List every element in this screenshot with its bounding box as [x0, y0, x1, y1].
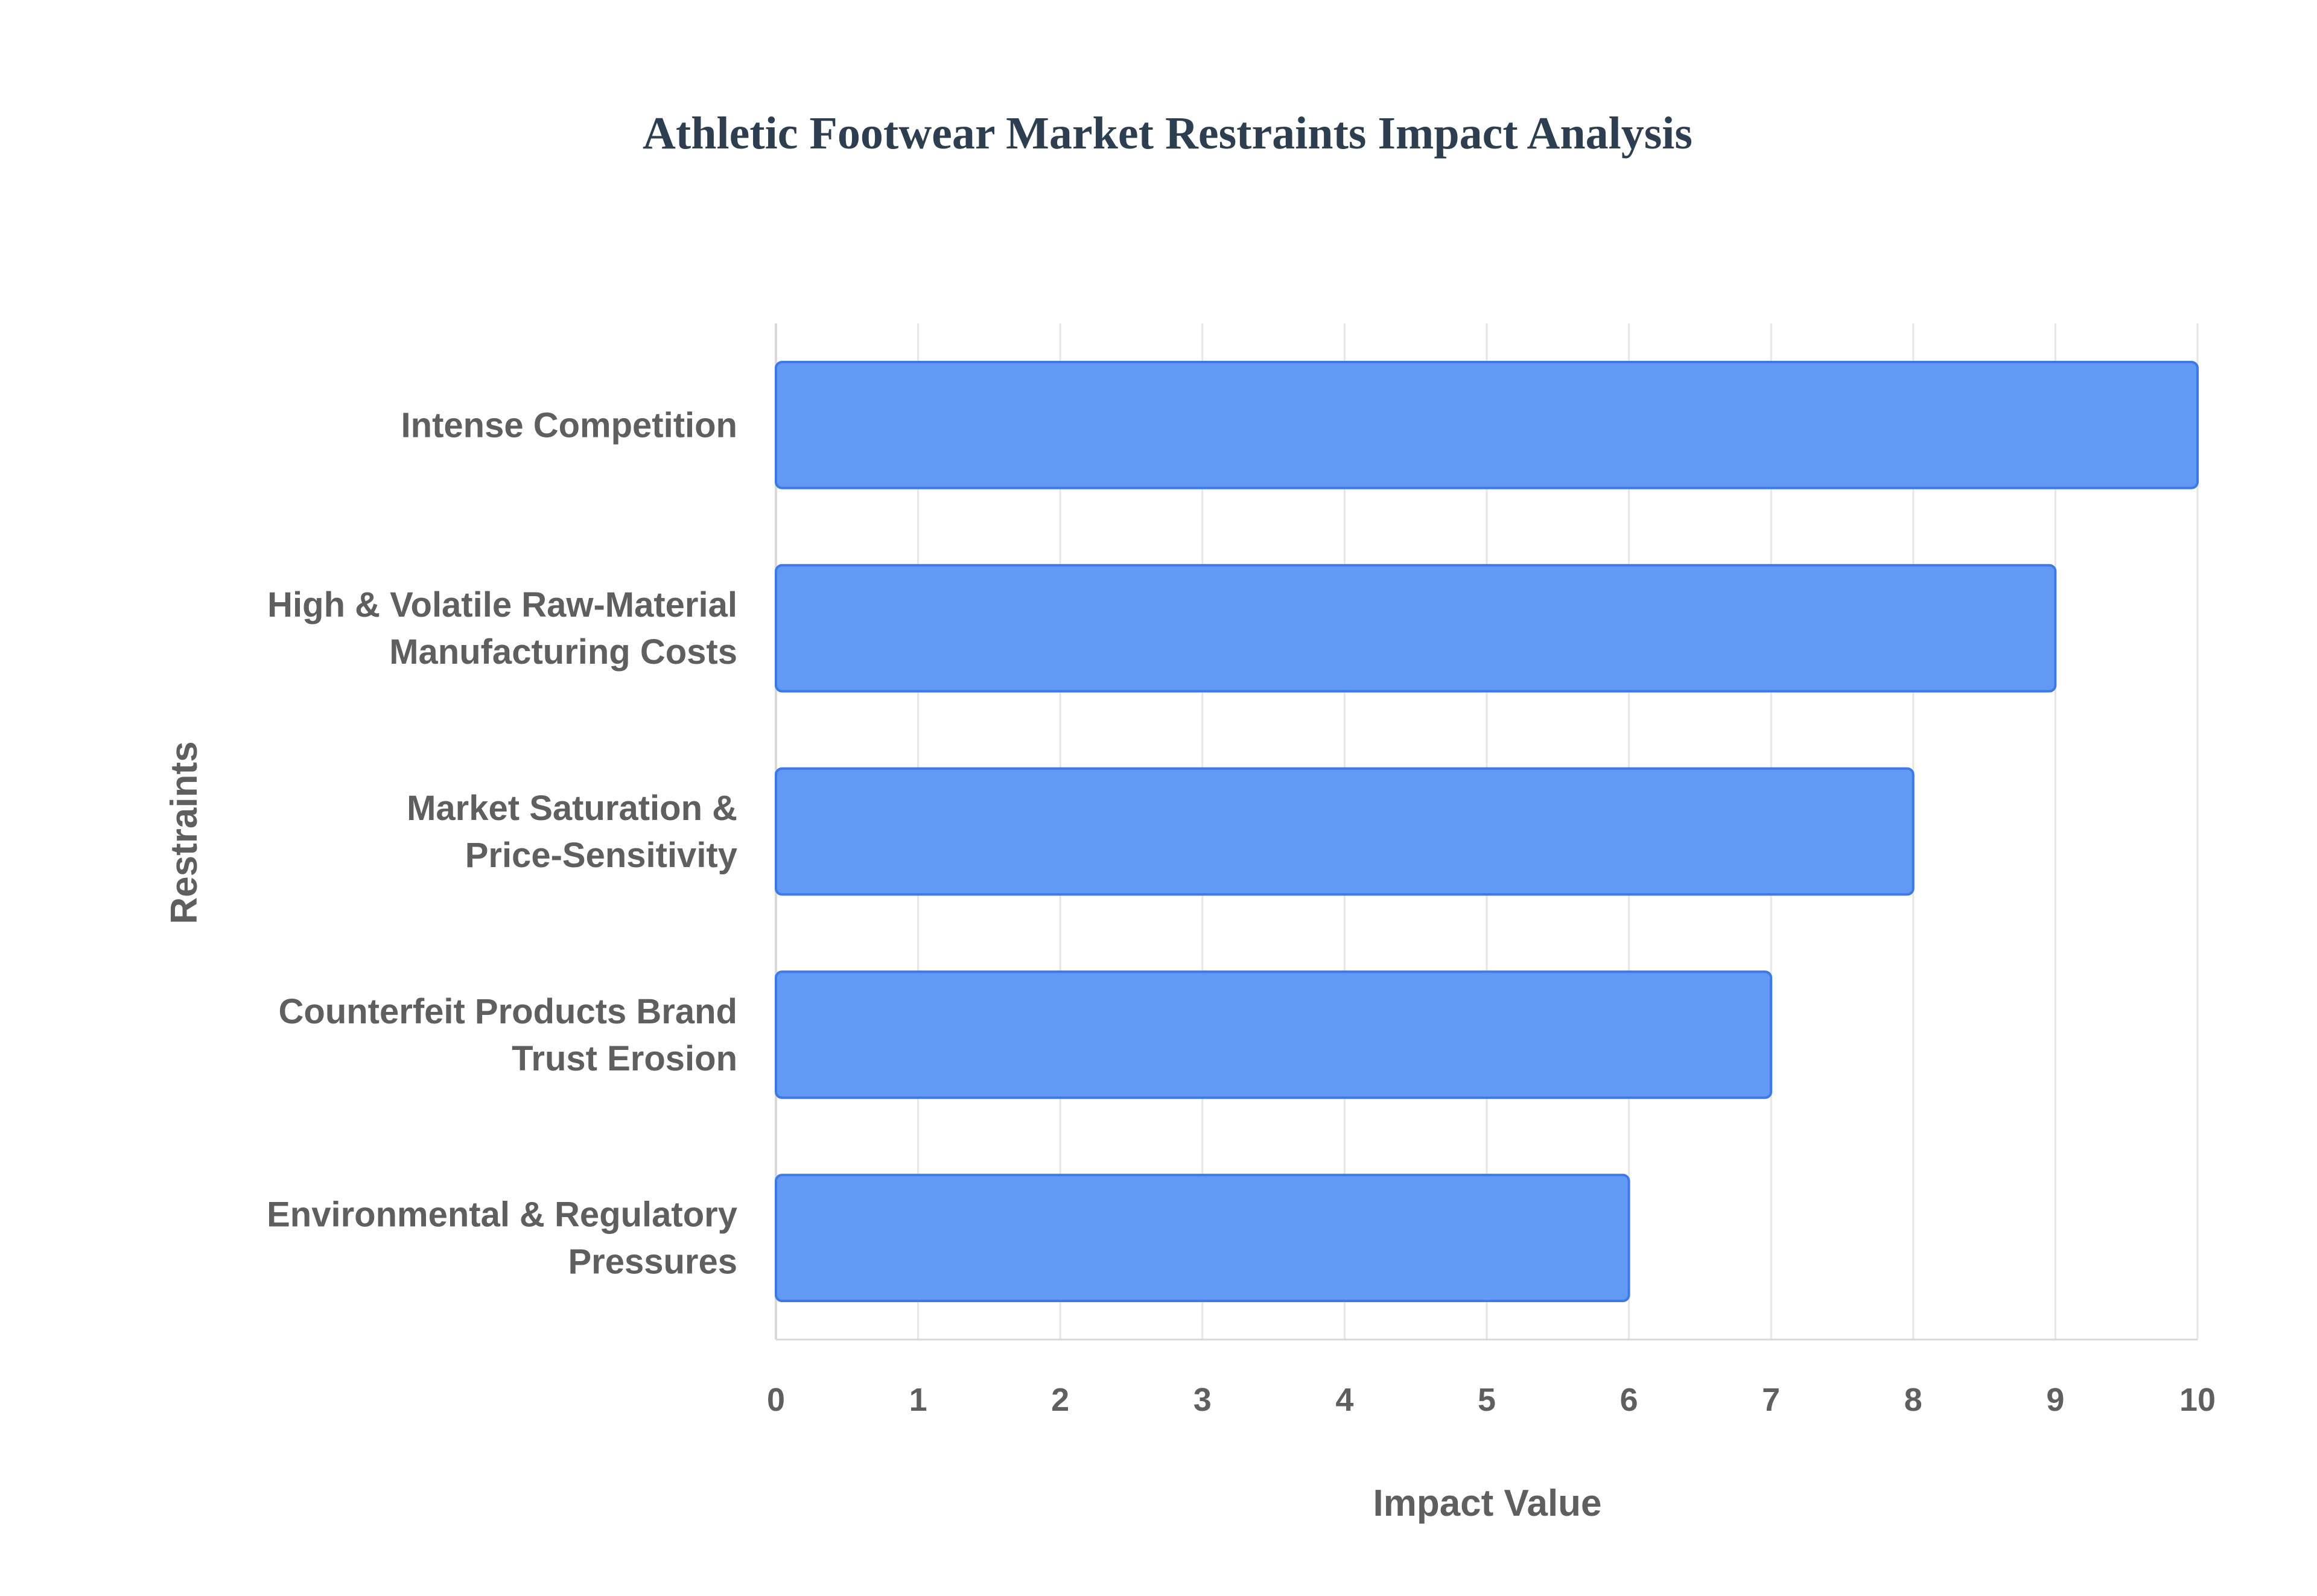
y-category-label-line: Price-Sensitivity — [465, 836, 737, 875]
y-category-label: Market Saturation & Price-Sensitivity — [407, 789, 737, 875]
y-category-label-line: Market Saturation & — [407, 789, 737, 828]
y-category-label: Environmental & Regulatory Pressures — [267, 1195, 737, 1282]
y-axis-category-labels: Intense Competition High & Volatile Raw-M… — [267, 405, 737, 1281]
bar[interactable] — [775, 564, 2057, 693]
x-tick-label: 7 — [1762, 1382, 1780, 1418]
x-tick-label: 8 — [1904, 1382, 1922, 1418]
bar[interactable] — [775, 767, 1915, 896]
x-tick-label: 4 — [1335, 1382, 1353, 1418]
x-tick-label: 0 — [767, 1382, 785, 1418]
x-tick-label: 2 — [1051, 1382, 1069, 1418]
bar[interactable] — [775, 360, 2199, 489]
y-category-label: High & Volatile Raw-Material Manufacturin… — [267, 585, 737, 672]
x-tick-label: 10 — [2179, 1382, 2216, 1418]
y-category-label: Counterfeit Products Brand Trust Erosion — [279, 992, 738, 1078]
y-category-label-line: Counterfeit Products Brand — [279, 992, 738, 1031]
x-tick-label: 9 — [2046, 1382, 2064, 1418]
y-category-label-line: Intense Competition — [401, 405, 737, 445]
y-category-label-line: Environmental & Regulatory — [267, 1195, 737, 1235]
y-category-label-line: Manufacturing Costs — [389, 632, 737, 672]
x-tick-label: 3 — [1193, 1382, 1212, 1418]
x-tick-label: 6 — [1620, 1382, 1638, 1418]
bars — [775, 360, 2199, 1303]
chart-title: Athletic Footwear Market Restraints Impa… — [643, 108, 1692, 159]
x-tick-label: 5 — [1478, 1382, 1496, 1418]
y-category-label: Intense Competition — [401, 405, 737, 445]
y-axis-title: Restraints — [164, 741, 205, 924]
x-axis-ticks: 0 1 2 3 4 5 6 7 8 9 10 — [767, 1382, 2216, 1418]
bar[interactable] — [775, 1174, 1630, 1303]
bar[interactable] — [775, 970, 1773, 1099]
y-category-label-line: Trust Erosion — [512, 1039, 737, 1078]
y-category-label-line: High & Volatile Raw-Material — [267, 585, 737, 625]
x-tick-label: 1 — [909, 1382, 927, 1418]
y-category-label-line: Pressures — [568, 1242, 737, 1282]
x-axis-title: Impact Value — [1373, 1483, 1601, 1524]
